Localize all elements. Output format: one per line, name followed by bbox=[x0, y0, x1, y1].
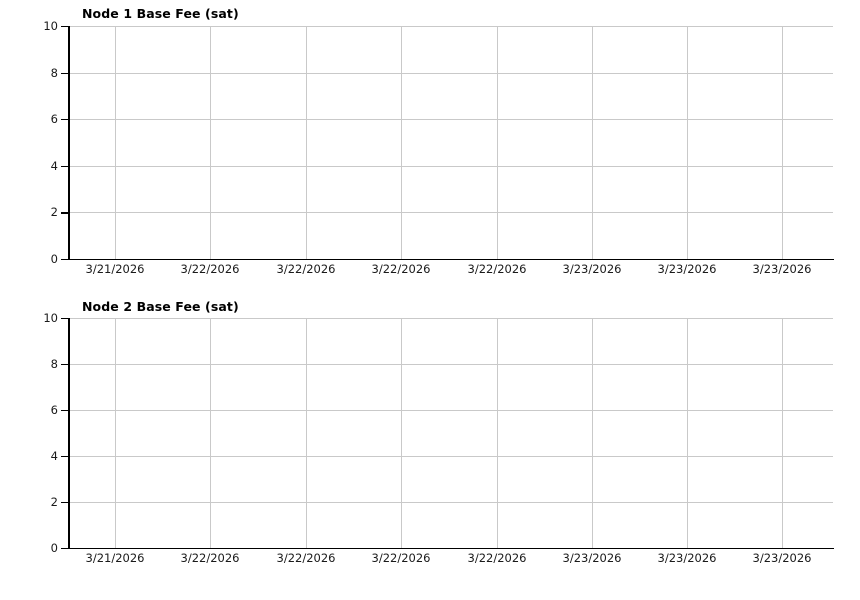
gridline-v-8 bbox=[782, 26, 783, 259]
y-tick-label-2: 2 bbox=[50, 205, 58, 220]
x-tick-label-5: 3/22/2026 bbox=[467, 551, 527, 565]
y-tick-mark-2 bbox=[61, 212, 68, 214]
plot-background-node-2 bbox=[69, 318, 833, 548]
gridline-h-2 bbox=[69, 212, 833, 214]
gridline-h-6 bbox=[69, 119, 833, 121]
chart-panel-node-1: Node 1 Base Fee (sat) bbox=[0, 0, 860, 298]
y-tick-label-8: 8 bbox=[50, 357, 58, 371]
gridline-v-2 bbox=[210, 26, 211, 259]
y-tick-label-0: 0 bbox=[50, 251, 58, 266]
x-tick-label-1: 3/21/2026 bbox=[85, 262, 145, 276]
y-tick-mark-2 bbox=[61, 502, 68, 504]
gridline-v-5 bbox=[497, 318, 498, 548]
y-tick-mark-4 bbox=[61, 165, 68, 168]
gridline-h-8 bbox=[69, 364, 833, 365]
x-axis-line-node-2 bbox=[68, 547, 834, 550]
y-tick-mark-8 bbox=[61, 364, 68, 366]
x-tick-label-4: 3/22/2026 bbox=[371, 262, 431, 276]
gridline-v-6 bbox=[592, 318, 593, 548]
gridline-v-8 bbox=[782, 318, 783, 548]
x-tick-label-7: 3/23/2026 bbox=[657, 262, 717, 276]
y-tick-mark-6 bbox=[61, 410, 68, 412]
y-tick-label-6: 6 bbox=[50, 403, 58, 417]
y-tick-label-2: 2 bbox=[50, 495, 58, 509]
x-tick-label-2: 3/22/2026 bbox=[180, 551, 240, 565]
gridline-v-7 bbox=[687, 318, 688, 548]
y-tick-mark-4 bbox=[61, 456, 68, 458]
chart-title-node-1: Node 1 Base Fee (sat) bbox=[82, 6, 239, 21]
x-tick-label-6: 3/23/2026 bbox=[562, 551, 622, 565]
gridline-v-6 bbox=[592, 26, 593, 259]
y-tick-mark-8 bbox=[61, 72, 68, 74]
y-tick-mark-0 bbox=[61, 258, 68, 260]
y-tick-mark-0 bbox=[61, 547, 68, 549]
gridline-v-3 bbox=[306, 26, 307, 259]
gridline-h-2 bbox=[69, 502, 833, 503]
y-tick-mark-10 bbox=[61, 26, 68, 28]
gridline-v-3 bbox=[306, 318, 307, 548]
x-tick-label-8: 3/23/2026 bbox=[752, 262, 812, 276]
x-tick-label-5: 3/22/2026 bbox=[467, 262, 527, 276]
y-tick-label-4: 4 bbox=[50, 449, 58, 463]
x-tick-label-8: 3/23/2026 bbox=[752, 551, 812, 565]
y-tick-label-8: 8 bbox=[50, 65, 58, 80]
plot-area-node-2 bbox=[69, 318, 833, 548]
gridline-v-1 bbox=[115, 318, 116, 548]
plot-area-node-1 bbox=[69, 26, 833, 259]
x-axis-line-node-1 bbox=[68, 258, 834, 261]
x-tick-label-1: 3/21/2026 bbox=[85, 551, 145, 565]
y-tick-label-10: 10 bbox=[43, 19, 58, 33]
gridline-h-8 bbox=[69, 72, 833, 74]
gridline-v-1 bbox=[115, 26, 116, 259]
x-tick-label-7: 3/23/2026 bbox=[657, 551, 717, 565]
y-tick-mark-6 bbox=[61, 119, 68, 121]
gridline-h-4 bbox=[69, 456, 833, 457]
x-tick-label-2: 3/22/2026 bbox=[180, 262, 240, 276]
gridline-h-4 bbox=[69, 165, 833, 167]
x-tick-label-4: 3/22/2026 bbox=[371, 551, 431, 565]
y-axis-line-node-2 bbox=[68, 318, 70, 549]
y-tick-label-0: 0 bbox=[50, 540, 58, 555]
gridline-h-6 bbox=[69, 410, 833, 411]
gridline-v-7 bbox=[687, 26, 688, 259]
gridline-h-10 bbox=[69, 26, 833, 27]
y-tick-label-4: 4 bbox=[50, 158, 58, 173]
plot-background-node-1 bbox=[69, 26, 833, 259]
gridline-v-5 bbox=[497, 26, 498, 259]
x-tick-label-3: 3/22/2026 bbox=[276, 262, 336, 276]
x-tick-label-3: 3/22/2026 bbox=[276, 551, 336, 565]
chart-title-node-2: Node 2 Base Fee (sat) bbox=[82, 299, 239, 314]
x-tick-label-6: 3/23/2026 bbox=[562, 262, 622, 276]
y-tick-label-6: 6 bbox=[50, 112, 58, 127]
y-tick-mark-10 bbox=[61, 318, 68, 320]
gridline-v-4 bbox=[401, 318, 402, 548]
gridline-v-4 bbox=[401, 26, 402, 259]
gridline-h-10 bbox=[69, 318, 833, 319]
y-tick-label-10: 10 bbox=[43, 311, 58, 325]
y-axis-line-node-1 bbox=[68, 26, 70, 260]
gridline-v-2 bbox=[210, 318, 211, 548]
